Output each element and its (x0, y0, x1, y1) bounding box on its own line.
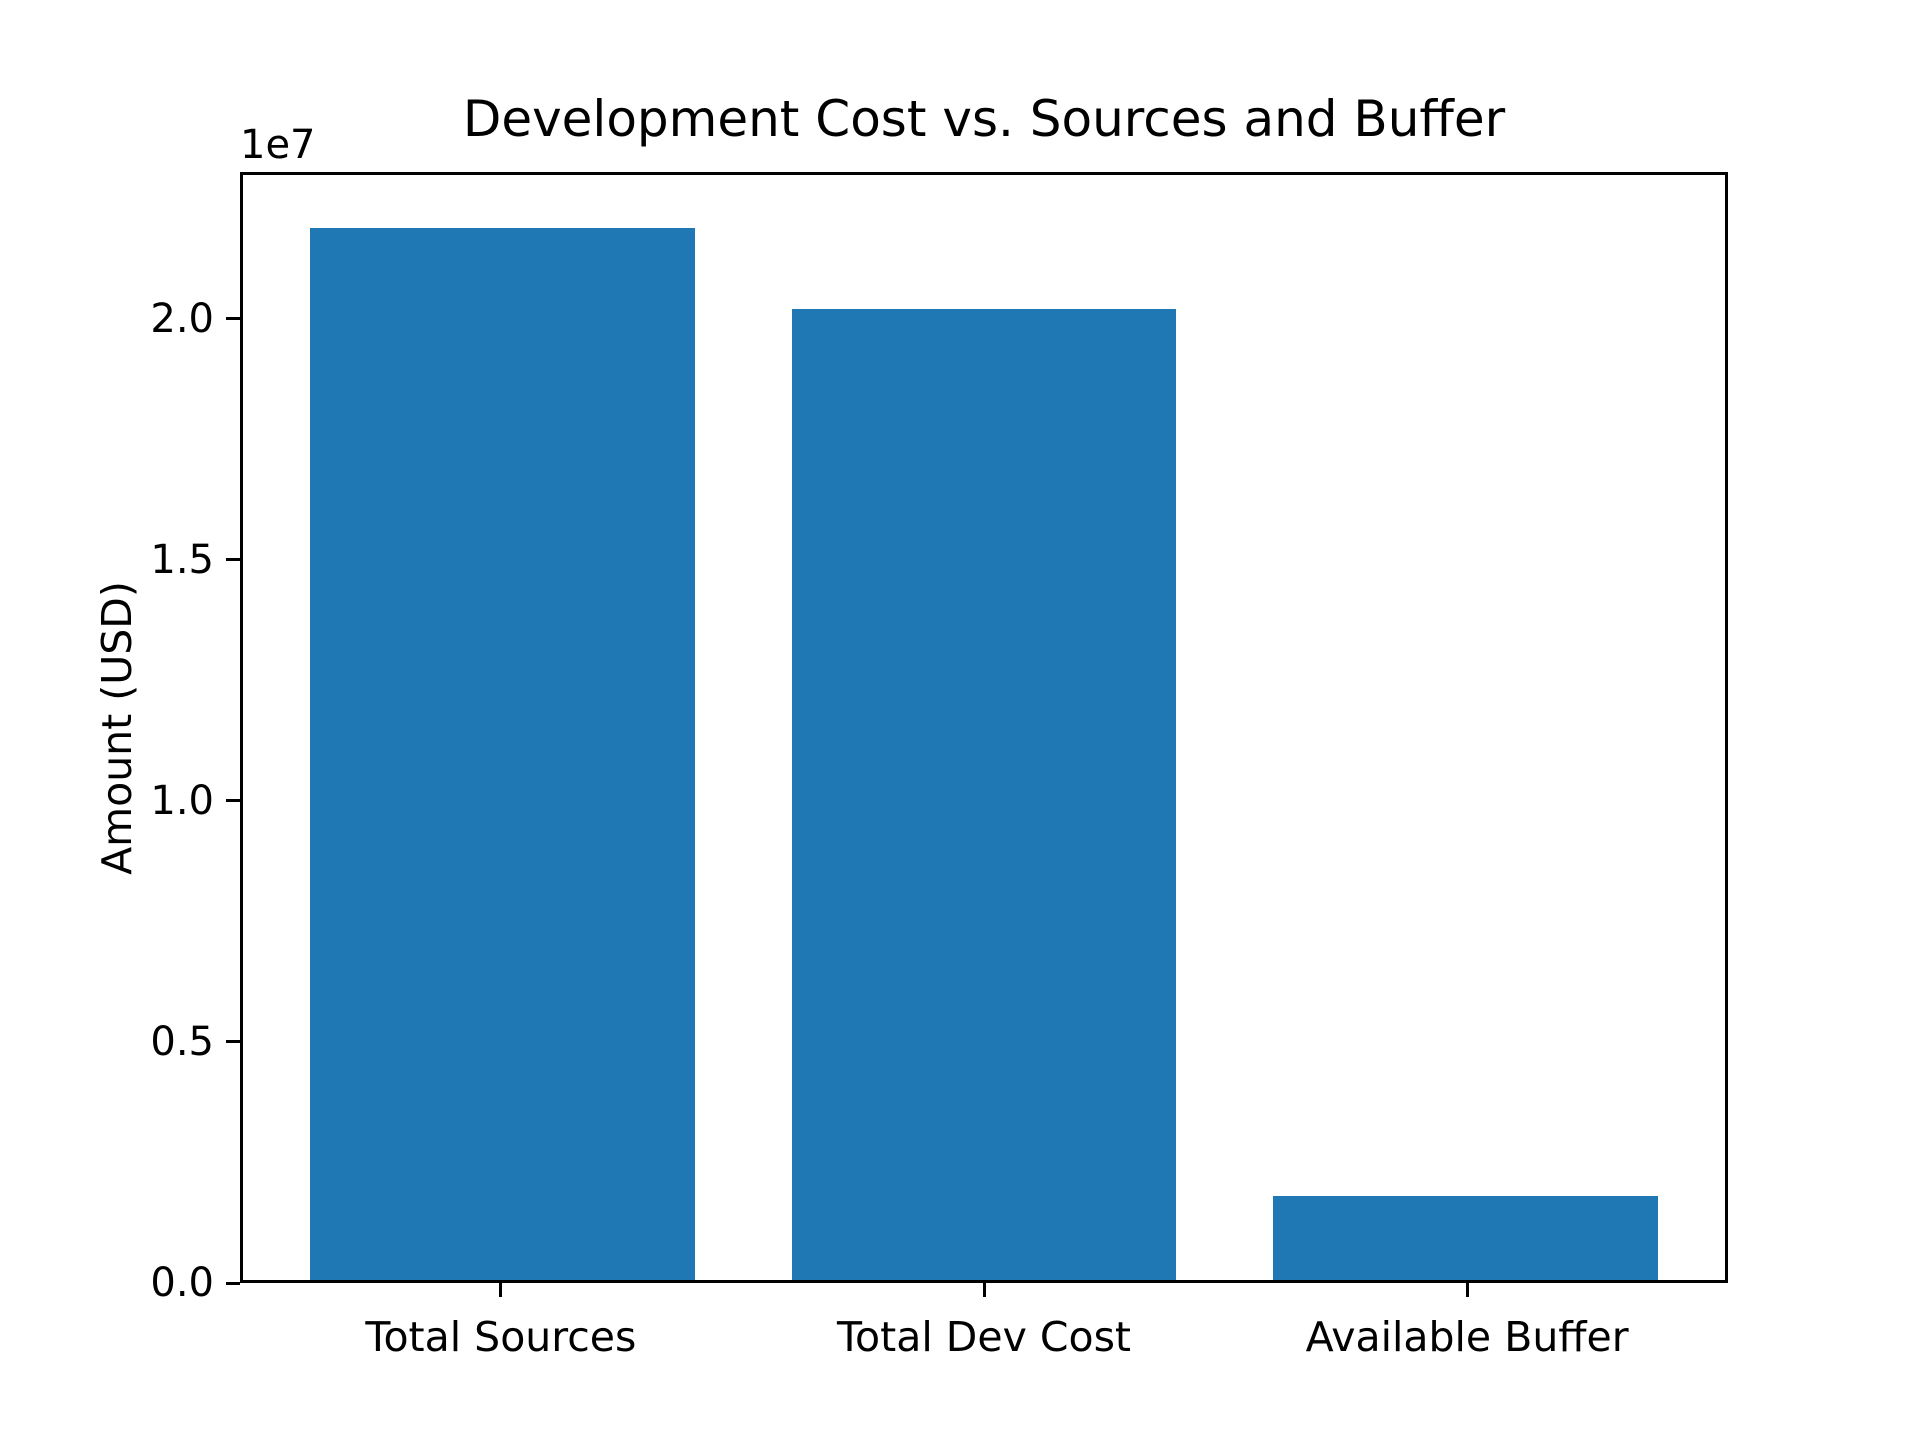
x-tick-label: Total Dev Cost (836, 1313, 1132, 1361)
y-tick-mark (226, 1281, 240, 1285)
y-tick-label: 0.5 (150, 1018, 214, 1065)
bar-available-buffer (1272, 1196, 1658, 1280)
x-tick-mark (1465, 1283, 1469, 1297)
bar-total-dev-cost (791, 309, 1177, 1280)
plot-area (240, 172, 1728, 1283)
bars-layer (243, 175, 1725, 1280)
y-tick-mark (226, 799, 240, 803)
bar-total-sources (310, 227, 696, 1280)
x-tick-mark (499, 1283, 503, 1297)
y-tick-label: 1.5 (150, 536, 214, 583)
y-tick-mark (226, 1040, 240, 1044)
x-tick-mark (982, 1283, 986, 1297)
y-axis-label: Amount (USD) (93, 581, 141, 875)
y-tick-mark (226, 317, 240, 321)
y-tick-label: 1.0 (150, 777, 214, 824)
x-tick-label: Available Buffer (1305, 1313, 1629, 1361)
y-tick-mark (226, 558, 240, 562)
chart-title: Development Cost vs. Sources and Buffer (462, 90, 1506, 148)
y-axis-offset-text: 1e7 (240, 122, 316, 168)
y-tick-label: 2.0 (150, 295, 214, 342)
x-tick-label: Total Sources (365, 1313, 637, 1361)
y-tick-label: 0.0 (150, 1260, 214, 1306)
